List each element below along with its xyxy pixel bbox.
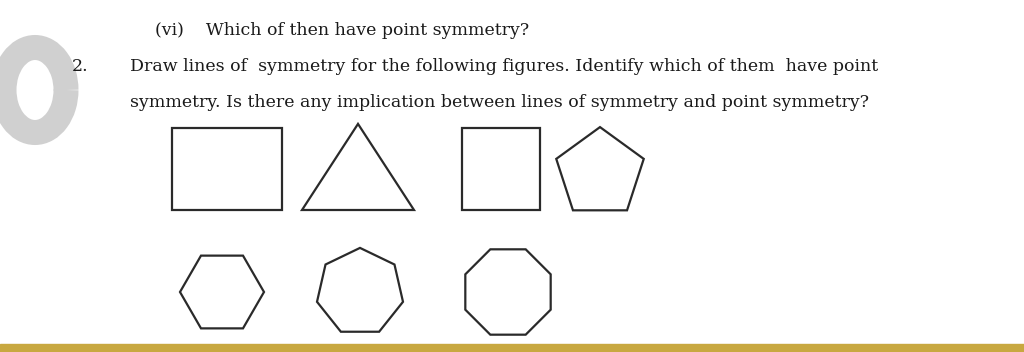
Polygon shape	[180, 256, 264, 328]
Text: symmetry. Is there any implication between lines of symmetry and point symmetry?: symmetry. Is there any implication betwe…	[130, 94, 869, 111]
Polygon shape	[462, 128, 540, 210]
Polygon shape	[556, 127, 644, 210]
Bar	[0, 344, 1024, 352]
Text: (vi)    Which of then have point symmetry?: (vi) Which of then have point symmetry?	[155, 22, 529, 39]
Polygon shape	[172, 128, 282, 210]
Polygon shape	[465, 249, 551, 335]
Text: Draw lines of  symmetry for the following figures. Identify which of them  have : Draw lines of symmetry for the following…	[130, 58, 879, 75]
Polygon shape	[317, 248, 403, 332]
Polygon shape	[302, 124, 414, 210]
Text: 2.: 2.	[72, 58, 89, 75]
